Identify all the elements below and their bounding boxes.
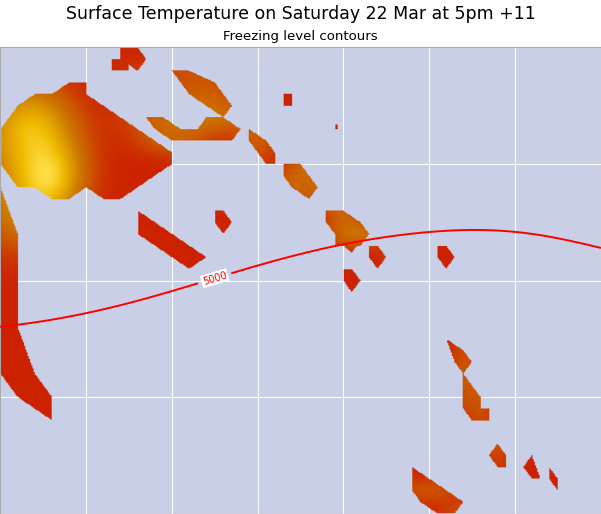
Text: Surface Temperature on Saturday 22 Mar at 5pm +11: Surface Temperature on Saturday 22 Mar a… [66, 5, 535, 23]
Text: 5000: 5000 [201, 270, 228, 287]
Text: Freezing level contours: Freezing level contours [223, 30, 378, 43]
